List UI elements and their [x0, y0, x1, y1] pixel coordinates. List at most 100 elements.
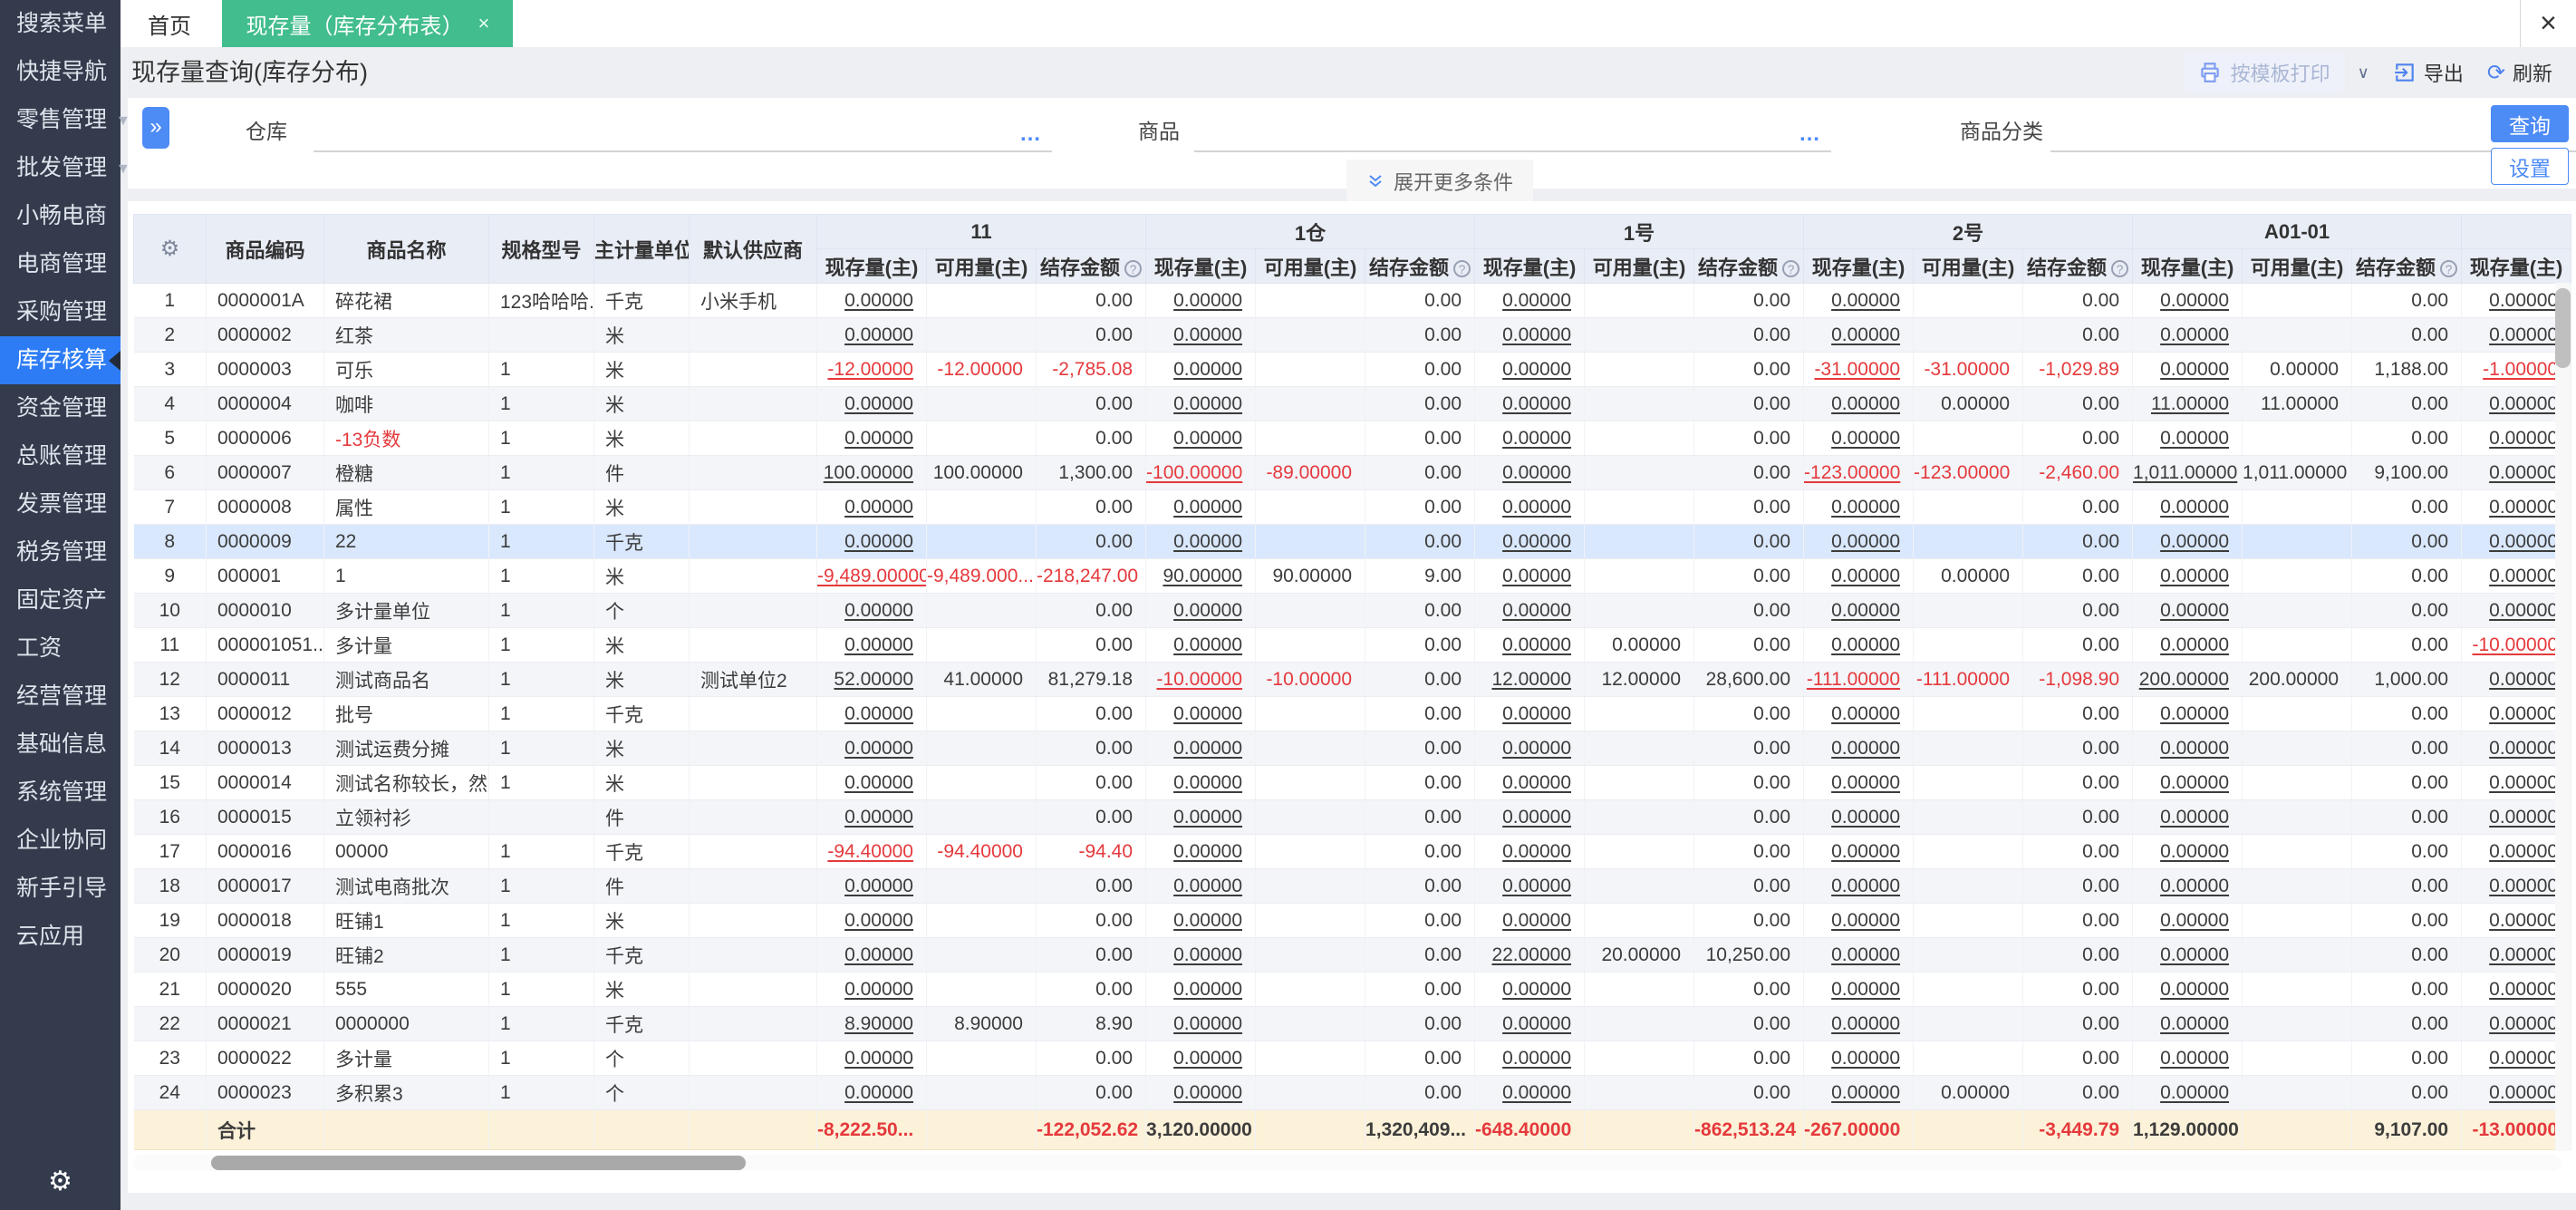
help-icon[interactable]: ? [1124, 260, 1143, 277]
stock-qty-cell[interactable]: 0.00000 [1803, 937, 1915, 973]
table-row[interactable]: 18 0000017 测试电商批次 1 件 0.00000 0.00 0.00000 0.00 0… [133, 868, 2572, 904]
sidebar-item[interactable]: 基础信息 [0, 721, 121, 769]
stock-qty-cell[interactable]: 0.00000 [2132, 937, 2243, 973]
table-row[interactable]: 10000001A碎花裙123哈哈哈...千克小米手机0.000000.000.… [133, 283, 2572, 318]
table-row[interactable]: 20 0000019 旺铺2 1 千克 0.00000 0.00 0.00000 0.00 22.… [133, 937, 2572, 973]
stock-qty-cell[interactable]: 0.00000 [1803, 524, 1915, 559]
table-row[interactable]: 4 0000004 咖啡 1 米 0.00000 0.00 0.00000 0.00 0.0000… [133, 386, 2572, 421]
stock-qty-cell[interactable]: 0.00000 [1803, 593, 1915, 628]
sidebar-item[interactable]: 零售管理 ▼ [0, 96, 130, 144]
stock-qty-cell[interactable]: -123.00000 [1803, 455, 1915, 490]
stock-qty-cell[interactable]: -94.40000 [816, 834, 927, 869]
warehouse-picker-icon[interactable]: … [1019, 121, 1043, 146]
stock-qty-cell[interactable]: 0.00000 [2132, 799, 2243, 835]
settings-button[interactable]: 设置 [2491, 148, 2569, 185]
stock-qty-cell[interactable]: 0.00000 [2132, 317, 2243, 353]
stock-qty-cell[interactable]: 0.00000 [1474, 903, 1586, 938]
stock-qty-cell[interactable]: 0.00000 [1474, 421, 1586, 456]
stock-qty-cell[interactable]: 0.00000 [2132, 1041, 2243, 1076]
horizontal-scrollbar-thumb[interactable] [211, 1156, 746, 1170]
stock-qty-cell[interactable]: 0.00000 [1474, 593, 1586, 628]
stock-qty-cell[interactable]: 0.00000 [2132, 972, 2243, 1007]
category-input[interactable] [2050, 150, 2576, 152]
tab-home[interactable]: 首页 [148, 14, 191, 39]
print-by-template-button[interactable]: 按模板打印 [2183, 52, 2345, 93]
stock-qty-cell[interactable]: 0.00000 [1474, 558, 1586, 594]
stock-qty-cell[interactable]: 0.00000 [1474, 524, 1586, 559]
stock-qty-cell[interactable]: 0.00000 [2132, 765, 2243, 800]
stock-qty-cell[interactable]: 0.00000 [1145, 868, 1257, 904]
table-row[interactable]: 5 0000006 -13负数 1 米 0.00000 0.00 0.00000 0.00 0.0… [133, 421, 2572, 456]
stock-qty-cell[interactable]: 0.00000 [1145, 937, 1257, 973]
stock-qty-cell[interactable]: -100.00000 [1145, 455, 1257, 490]
stock-qty-cell[interactable]: 0.00000 [1145, 489, 1257, 525]
stock-qty-cell[interactable]: 0.00000 [1145, 1006, 1257, 1041]
stock-qty-cell[interactable]: -9,489.00000 [816, 558, 927, 594]
stock-qty-cell[interactable]: 0.00000 [1145, 283, 1257, 318]
stock-qty-cell[interactable]: 0.00000 [1474, 317, 1586, 353]
stock-qty-cell[interactable]: 0.00000 [1474, 868, 1586, 904]
refresh-button[interactable]: ⟳ 刷新 [2487, 58, 2552, 87]
stock-qty-cell[interactable]: -10.00000 [1145, 662, 1257, 697]
stock-qty-cell[interactable]: 100.00000 [816, 455, 927, 490]
sidebar-item[interactable]: 小畅电商 [0, 192, 121, 240]
stock-qty-cell[interactable]: 90.00000 [1145, 558, 1257, 594]
query-button[interactable]: 查询 [2491, 105, 2569, 142]
sidebar-item[interactable]: 快捷导航 [0, 48, 121, 96]
stock-qty-cell[interactable]: 12.00000 [1474, 662, 1586, 697]
table-row[interactable]: 8 0000009 22 1 千克 0.00000 0.00 0.00000 0.00 0.000… [133, 524, 2572, 559]
stock-qty-cell[interactable]: 0.00000 [1474, 696, 1586, 731]
stock-qty-cell[interactable]: 0.00000 [1474, 834, 1586, 869]
stock-qty-cell[interactable]: 52.00000 [816, 662, 927, 697]
stock-qty-cell[interactable]: 0.00000 [816, 731, 927, 766]
stock-qty-cell[interactable]: 0.00000 [2461, 489, 2572, 525]
stock-qty-cell[interactable]: 0.00000 [1803, 903, 1915, 938]
warehouse-input[interactable] [314, 150, 1052, 152]
stock-qty-cell[interactable]: 0.00000 [2132, 868, 2243, 904]
stock-qty-cell[interactable]: 0.00000 [1474, 352, 1586, 387]
stock-qty-cell[interactable]: 0.00000 [2132, 524, 2243, 559]
table-row[interactable]: 24 0000023 多积累3 1 个 0.00000 0.00 0.00000 0.00 0.0… [133, 1075, 2572, 1110]
stock-qty-cell[interactable]: 0.00000 [2132, 283, 2243, 318]
stock-qty-cell[interactable]: 0.00000 [816, 972, 927, 1007]
stock-qty-cell[interactable]: 0.00000 [2132, 558, 2243, 594]
table-row[interactable]: 11 000001051... 多计量 1 米 0.00000 0.00 0.00000 0.0… [133, 627, 2572, 663]
stock-qty-cell[interactable]: 0.00000 [1803, 1006, 1915, 1041]
stock-qty-cell[interactable]: 0.00000 [2461, 903, 2572, 938]
sidebar-item[interactable]: 企业协同 [0, 817, 121, 865]
table-row[interactable]: 14 0000013 测试运费分摊 1 米 0.00000 0.00 0.00000 0.00 0… [133, 731, 2572, 766]
stock-qty-cell[interactable]: 0.00000 [2461, 731, 2572, 766]
stock-qty-cell[interactable]: 0.00000 [1803, 972, 1915, 1007]
sidebar-item[interactable]: 库存核算 [0, 336, 121, 384]
stock-qty-cell[interactable]: 200.00000 [2132, 662, 2243, 697]
stock-qty-cell[interactable]: 0.00000 [2461, 662, 2572, 697]
table-row[interactable]: 7 0000008 属性 1 米 0.00000 0.00 0.00000 0.00 0.0000… [133, 489, 2572, 525]
stock-qty-cell[interactable]: 0.00000 [2132, 593, 2243, 628]
table-row[interactable]: 16 0000015 立领衬衫件 0.00000 0.00 0.00000 0.00 0.00… [133, 799, 2572, 835]
product-input[interactable] [1194, 150, 1831, 152]
stock-qty-cell[interactable]: 0.00000 [1803, 386, 1915, 421]
stock-qty-cell[interactable]: 0.00000 [816, 799, 927, 835]
stock-qty-cell[interactable]: 0.00000 [1145, 352, 1257, 387]
stock-qty-cell[interactable]: 0.00000 [2132, 834, 2243, 869]
stock-qty-cell[interactable]: 0.00000 [1474, 283, 1586, 318]
stock-qty-cell[interactable]: 0.00000 [2461, 696, 2572, 731]
stock-qty-cell[interactable]: -111.00000 [1803, 662, 1915, 697]
stock-qty-cell[interactable]: 0.00000 [816, 937, 927, 973]
stock-qty-cell[interactable]: 0.00000 [816, 317, 927, 353]
stock-qty-cell[interactable]: 0.00000 [1145, 1041, 1257, 1076]
stock-qty-cell[interactable]: 0.00000 [1803, 558, 1915, 594]
stock-qty-cell[interactable]: 0.00000 [1145, 696, 1257, 731]
sidebar-item[interactable]: 系统管理 [0, 769, 121, 817]
stock-qty-cell[interactable]: 0.00000 [1145, 317, 1257, 353]
sidebar-item[interactable]: 经营管理 [0, 673, 121, 721]
stock-qty-cell[interactable]: 0.00000 [816, 421, 927, 456]
stock-qty-cell[interactable]: 0.00000 [1474, 386, 1586, 421]
sidebar-item[interactable]: 搜索菜单 [0, 0, 121, 48]
export-button[interactable]: 导出 [2393, 58, 2464, 87]
stock-qty-cell[interactable]: 0.00000 [1474, 627, 1586, 663]
stock-qty-cell[interactable]: -10.00000 [2461, 627, 2572, 663]
stock-qty-cell[interactable]: 0.00000 [816, 524, 927, 559]
collapse-filter-button[interactable]: » [142, 107, 169, 149]
stock-qty-cell[interactable]: 0.00000 [1145, 903, 1257, 938]
